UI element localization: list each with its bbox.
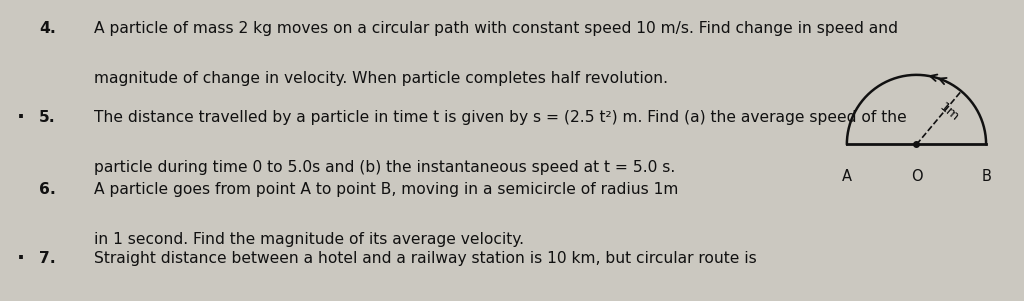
Text: The distance travelled by a particle in time t is given by s = (2.5 t²) m. Find : The distance travelled by a particle in … — [94, 110, 907, 125]
Text: Straight distance between a hotel and a railway station is 10 km, but circular r: Straight distance between a hotel and a … — [94, 251, 757, 266]
Text: ·: · — [16, 107, 25, 127]
Text: 7.: 7. — [39, 251, 55, 266]
Text: 6.: 6. — [39, 182, 55, 197]
Text: A: A — [842, 169, 852, 184]
Text: A particle of mass 2 kg moves on a circular path with constant speed 10 m/s. Fin: A particle of mass 2 kg moves on a circu… — [94, 21, 898, 36]
Text: 1m: 1m — [937, 100, 962, 124]
Text: A particle goes from point A to point B, moving in a semicircle of radius 1m: A particle goes from point A to point B,… — [94, 182, 679, 197]
Text: particle during time 0 to 5.0s and (b) the instantaneous speed at t = 5.0 s.: particle during time 0 to 5.0s and (b) t… — [94, 160, 676, 175]
Text: ·: · — [16, 248, 25, 268]
Text: B: B — [981, 169, 991, 184]
Text: magnitude of change in velocity. When particle completes half revolution.: magnitude of change in velocity. When pa… — [94, 71, 669, 86]
Text: 5.: 5. — [39, 110, 55, 125]
Text: in 1 second. Find the magnitude of its average velocity.: in 1 second. Find the magnitude of its a… — [94, 232, 524, 247]
Text: 4.: 4. — [39, 21, 55, 36]
Text: O: O — [910, 169, 923, 184]
